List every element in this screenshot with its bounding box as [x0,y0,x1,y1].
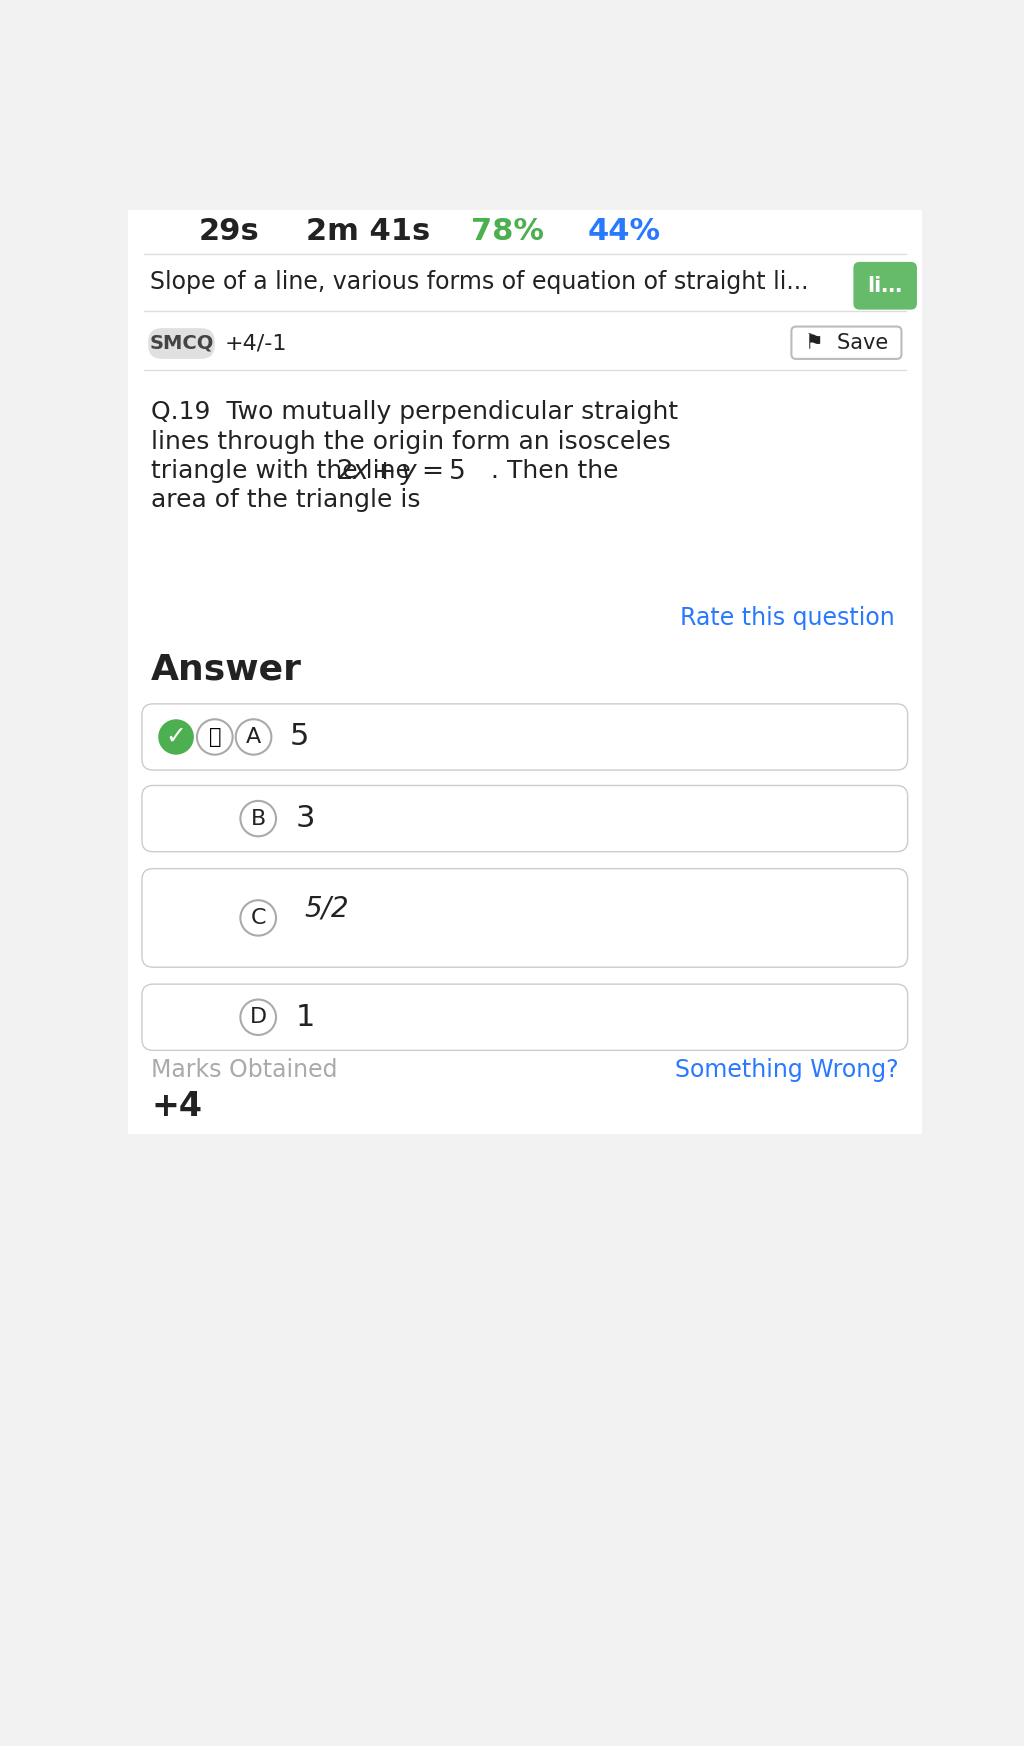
Text: area of the triangle is: area of the triangle is [152,489,421,512]
Text: Slope of a line, various forms of equation of straight li...: Slope of a line, various forms of equati… [150,271,808,293]
Text: SMCQ: SMCQ [150,333,214,353]
Text: Marks Obtained: Marks Obtained [152,1058,338,1083]
Text: 5/2: 5/2 [305,894,349,922]
Text: Q.19  Two mutually perpendicular straight: Q.19 Two mutually perpendicular straight [152,400,678,424]
Text: 👋: 👋 [209,726,221,747]
Text: triangle with the line: triangle with the line [152,459,419,484]
Bar [128,251,922,1133]
Text: li…: li… [867,276,903,295]
FancyBboxPatch shape [853,262,916,309]
Bar [128,210,922,251]
Bar [128,255,922,309]
Text: ⚑  Save: ⚑ Save [805,333,888,353]
Text: 1: 1 [295,1002,314,1032]
Text: B: B [251,808,266,829]
FancyBboxPatch shape [142,985,907,1051]
Text: ✓: ✓ [166,725,186,749]
Text: $2x + y = 5$: $2x + y = 5$ [336,457,465,487]
Text: lines through the origin form an isosceles: lines through the origin form an isoscel… [152,430,671,454]
Text: 3: 3 [295,805,315,833]
Text: Rate this question: Rate this question [681,606,895,630]
FancyBboxPatch shape [142,786,907,852]
Text: +4/-1: +4/-1 [225,333,288,353]
FancyBboxPatch shape [142,704,907,770]
FancyBboxPatch shape [148,328,215,360]
Bar [128,311,922,1133]
Text: 78%: 78% [471,217,544,246]
Text: 5: 5 [289,723,308,751]
Text: 44%: 44% [588,217,660,246]
Text: 2m 41s: 2m 41s [306,217,430,246]
FancyBboxPatch shape [142,870,907,967]
Text: C: C [251,908,266,927]
Text: 29s: 29s [199,217,259,246]
Text: Something Wrong?: Something Wrong? [675,1058,898,1083]
Text: D: D [250,1007,267,1027]
Circle shape [159,719,194,754]
Text: Answer: Answer [152,653,302,686]
Text: A: A [246,726,261,747]
Text: +4: +4 [152,1090,203,1123]
FancyBboxPatch shape [792,327,901,360]
Text: . Then the: . Then the [490,459,618,484]
